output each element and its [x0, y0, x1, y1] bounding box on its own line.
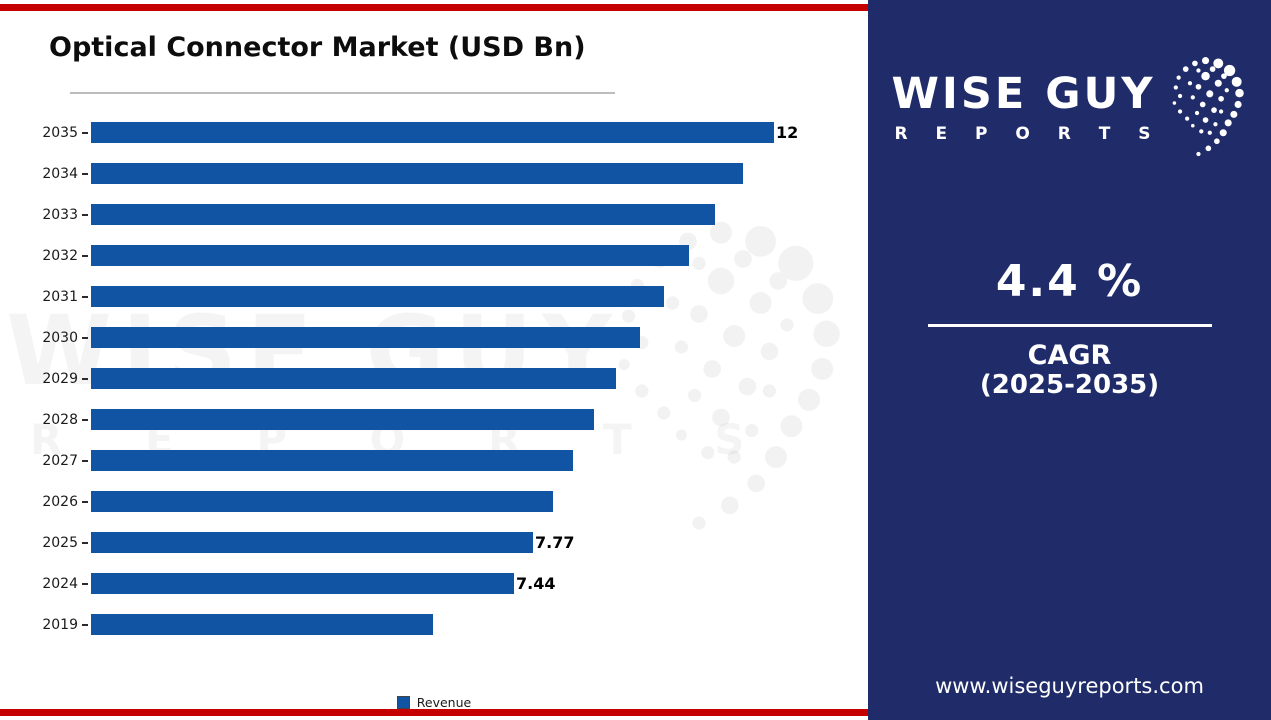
bar-row: 2027 [22, 440, 852, 481]
plot-area: 7.44 [91, 573, 852, 595]
y-axis-label: 2032 [42, 247, 78, 264]
wise-guy-logo: WISE GUY R E P O R T S [868, 52, 1271, 164]
axis-tick [82, 418, 88, 421]
axis-tick [82, 131, 88, 134]
watermark-head-dots-icon [618, 221, 840, 530]
axis-tick [82, 172, 88, 175]
bar-row: 2031 [22, 276, 852, 317]
bar-value-label: 12 [776, 122, 799, 142]
chart-rows: 2035 12 2034 2033 2032 2031 2030 2029 2028 2027 20… [22, 112, 852, 645]
chart-title: Optical Connector Market (USD Bn) [49, 32, 586, 63]
revenue-bar [91, 204, 715, 225]
y-axis-label: 2027 [42, 452, 78, 469]
revenue-bar [91, 163, 743, 184]
y-axis-label: 2035 [42, 124, 78, 141]
axis-tick [82, 377, 88, 380]
axis-tick [82, 254, 88, 257]
logo-text: WISE GUY R E P O R T S [891, 68, 1162, 144]
plot-area [91, 327, 852, 349]
axis-tick [82, 623, 88, 626]
bar-row: 2032 [22, 235, 852, 276]
y-axis-label: 2031 [42, 288, 78, 305]
axis-tick [82, 336, 88, 339]
axis-tick [82, 213, 88, 216]
bottom-red-accent-bar [0, 709, 868, 716]
y-axis-label: 2028 [42, 411, 78, 428]
y-axis-label: 2026 [42, 493, 78, 510]
bar-row: 2033 [22, 194, 852, 235]
cagr-divider [927, 324, 1212, 327]
revenue-bar [91, 491, 553, 512]
bar-row: 2029 [22, 358, 852, 399]
legend-swatch-revenue [396, 696, 410, 709]
revenue-bar [91, 368, 616, 389]
cagr-value: 4.4 % [995, 256, 1144, 307]
title-underline [70, 92, 615, 94]
bar-row: 2025 7.77 [22, 522, 852, 563]
top-red-accent-bar [0, 4, 868, 11]
y-axis-label: 2025 [42, 534, 78, 551]
plot-area [91, 614, 852, 636]
plot-area [91, 286, 852, 308]
y-axis-label: 2024 [42, 575, 78, 592]
plot-area [91, 163, 852, 185]
plot-area [91, 409, 852, 431]
revenue-bar [91, 532, 533, 553]
revenue-bar [91, 122, 774, 143]
revenue-bar [91, 327, 640, 348]
plot-area [91, 245, 852, 267]
chart-legend: Revenue [0, 695, 868, 710]
revenue-bar [91, 450, 573, 471]
revenue-bar [91, 286, 664, 307]
y-axis-label: 2030 [42, 329, 78, 346]
bar-row: 2030 [22, 317, 852, 358]
bar-row: 2035 12 [22, 112, 852, 153]
cagr-range: (2025-2035) [979, 370, 1160, 400]
bar-row: 2028 [22, 399, 852, 440]
revenue-bar [91, 245, 689, 266]
y-axis-label: 2019 [42, 616, 78, 633]
bar-value-label: 7.77 [535, 532, 575, 552]
plot-area [91, 491, 852, 513]
bar-row: 2019 [22, 604, 852, 645]
revenue-bar [91, 614, 433, 635]
plot-area [91, 450, 852, 472]
y-axis-label: 2034 [42, 165, 78, 182]
revenue-bar [91, 409, 594, 430]
logo-wordmark: WISE GUY [891, 68, 1156, 119]
axis-tick [82, 541, 88, 544]
legend-label-revenue: Revenue [416, 695, 472, 710]
y-axis-label: 2033 [42, 206, 78, 223]
plot-area: 12 [91, 122, 852, 144]
plot-area [91, 204, 852, 226]
cagr-title: CAGR [1027, 340, 1112, 371]
bar-value-label: 7.44 [516, 573, 556, 593]
bar-row: 2024 7.44 [22, 563, 852, 604]
axis-tick [82, 500, 88, 503]
plot-area [91, 368, 852, 390]
axis-tick [82, 459, 88, 462]
logo-head-dots-icon [1172, 57, 1244, 157]
bar-row: 2026 [22, 481, 852, 522]
axis-tick [82, 295, 88, 298]
website-link[interactable]: www.wiseguyreports.com [935, 674, 1204, 698]
y-axis-label: 2029 [42, 370, 78, 387]
brand-panel: WISE GUY R E P O R T S 4.4 % [868, 0, 1271, 720]
chart-panel: Optical Connector Market (USD Bn) WISE G… [0, 4, 868, 716]
logo-subtext: R E P O R T S [894, 123, 1162, 144]
revenue-bar [91, 573, 514, 594]
axis-tick [82, 582, 88, 585]
bar-row: 2034 [22, 153, 852, 194]
plot-area: 7.77 [91, 532, 852, 554]
